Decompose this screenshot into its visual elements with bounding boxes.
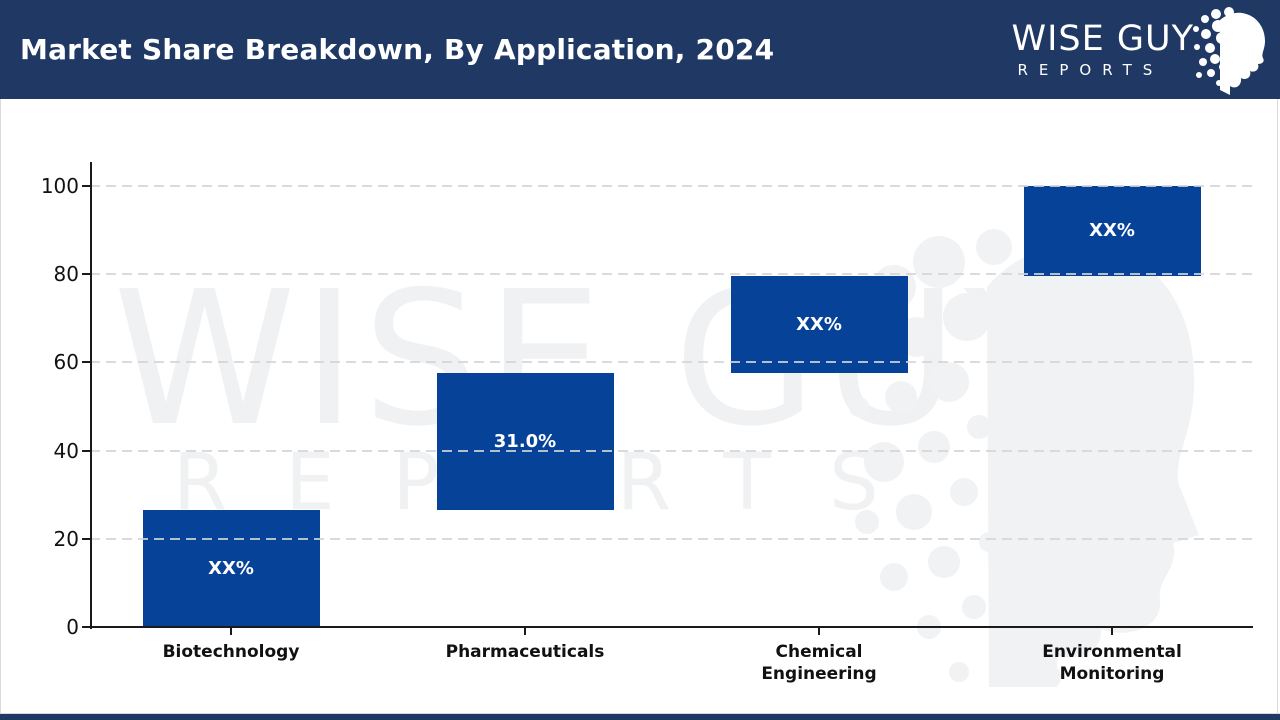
x-tick-label-line: Chemical (775, 642, 863, 662)
x-tick-mark (818, 628, 820, 635)
page-title: Market Share Breakdown, By Application, … (20, 33, 775, 66)
y-tick-mark (82, 185, 90, 187)
x-tick-mark (1111, 628, 1113, 635)
dotted-face-logo-icon (1193, 6, 1265, 95)
chart-area: WISE GUY REPORTS 020406080100XX%31.0%XX%… (0, 99, 1278, 713)
bar-label: XX% (796, 313, 842, 335)
x-tick-label: Environmental Monitoring (1002, 641, 1222, 685)
bar (730, 275, 908, 374)
y-tick-mark (82, 449, 90, 452)
x-tick-mark (230, 628, 232, 635)
y-gridline (90, 449, 1253, 452)
footer-bar (0, 714, 1280, 720)
bar-label: XX% (208, 557, 254, 579)
bar (436, 373, 614, 511)
bar-label: XX% (1089, 219, 1135, 241)
x-tick-label-line: Environmental (1042, 642, 1182, 662)
bar (142, 510, 320, 627)
bar-label: 31.0% (493, 430, 557, 452)
brand-logo: WISE GUY REPORTS (1011, 6, 1280, 95)
y-tick-mark (82, 361, 90, 364)
y-tick-mark (82, 273, 90, 276)
header: Market Share Breakdown, By Application, … (0, 0, 1280, 99)
x-tick-mark (524, 628, 526, 635)
watermark-dotted-head-icon (849, 217, 1199, 687)
y-tick-label: 40 (53, 438, 79, 463)
y-tick-label: 80 (53, 262, 79, 287)
x-tick-label-line: Pharmaceuticals (445, 642, 605, 662)
x-tick-label: Pharmaceuticals (415, 641, 635, 663)
x-axis-spine (90, 626, 1253, 628)
brand-name: WISE GUY (1011, 19, 1194, 59)
y-gridline (90, 273, 1253, 276)
y-gridline (90, 185, 1253, 187)
y-tick-mark (82, 537, 90, 540)
bar (1023, 186, 1201, 276)
y-tick-label: 60 (53, 350, 79, 375)
x-tick-label-line: Engineering (761, 664, 877, 685)
x-tick-label: Chemical Engineering (709, 641, 929, 685)
y-tick-mark (82, 626, 90, 628)
footer-divider (0, 713, 1280, 714)
x-tick-label-line: Biotechnology (162, 642, 300, 662)
y-gridline (90, 361, 1253, 364)
brand-subname: REPORTS (1017, 61, 1164, 79)
y-tick-label: 0 (66, 615, 79, 639)
y-tick-label: 20 (53, 526, 79, 551)
x-tick-label-line: Monitoring (1059, 664, 1165, 685)
y-gridline (90, 537, 1253, 540)
brand-text: WISE GUY REPORTS (1011, 19, 1194, 80)
x-tick-label: Biotechnology (121, 641, 341, 663)
y-tick-label: 100 (40, 174, 79, 198)
y-axis-spine (90, 162, 92, 629)
